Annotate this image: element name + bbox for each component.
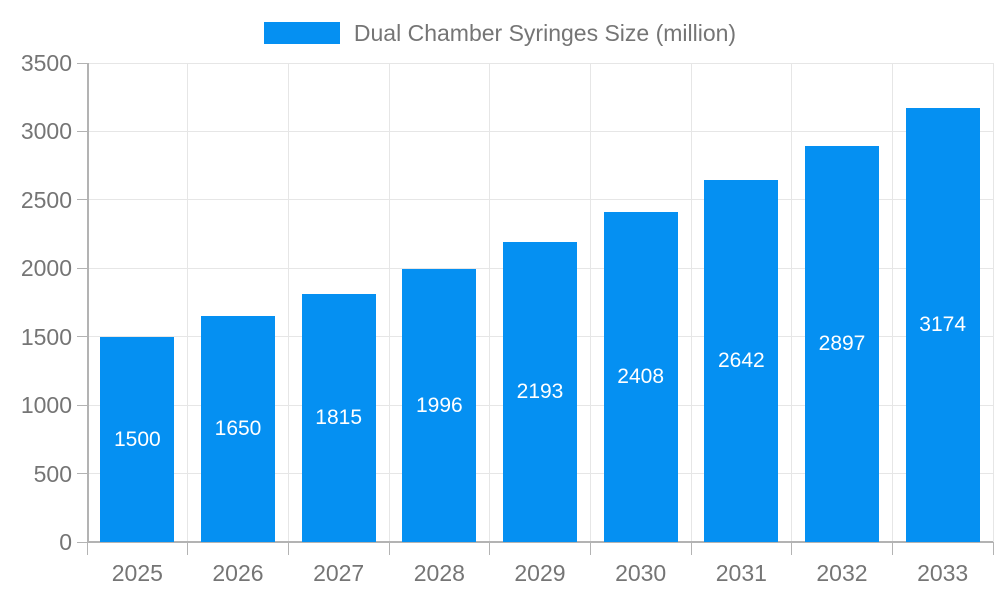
bar-2027[interactable]: 1815 [301, 294, 376, 542]
gridline-x-boundary-4 [489, 63, 491, 542]
bar-value-label: 2408 [617, 365, 665, 388]
y-tick [77, 404, 87, 406]
x-tick [86, 542, 88, 555]
y-tick [77, 62, 87, 64]
gridline-x-boundary-8 [891, 63, 893, 542]
gridline-x-boundary-3 [388, 63, 390, 542]
gridline-x-boundary-9 [992, 63, 994, 542]
x-tick [187, 542, 189, 555]
x-tick [690, 542, 692, 555]
bar-2028[interactable]: 1996 [402, 269, 477, 542]
gridline-y-3500 [87, 62, 993, 64]
bar-2029[interactable]: 2193 [503, 242, 577, 542]
y-axis-label-2000: 2000 [20, 255, 72, 282]
x-tick [287, 542, 289, 555]
bar-value-label: 3174 [919, 313, 967, 336]
y-tick [77, 130, 87, 132]
x-tick [589, 542, 591, 555]
x-axis-label-2028: 2028 [413, 560, 465, 586]
x-axis-label-2031: 2031 [715, 560, 767, 586]
bar-value-label: 1815 [315, 406, 363, 429]
x-tick [992, 542, 994, 555]
y-axis-label-1500: 1500 [20, 323, 72, 350]
bar-value-label: 1996 [415, 393, 463, 417]
x-axis-label-2027: 2027 [313, 560, 365, 586]
gridline-x-boundary-7 [791, 63, 793, 542]
y-tick [77, 473, 87, 475]
bar-2025[interactable]: 1500 [100, 337, 175, 542]
y-axis-line [87, 63, 89, 542]
x-axis-label-2032: 2032 [816, 560, 868, 586]
x-axis-label-2025: 2025 [111, 560, 163, 586]
y-axis-label-0: 0 [59, 529, 72, 555]
bar-value-label: 2642 [717, 349, 765, 372]
x-tick [791, 542, 793, 555]
x-axis-label-2033: 2033 [917, 560, 969, 586]
gridline-x-boundary-1 [187, 63, 189, 542]
x-tick [891, 542, 893, 555]
y-tick [77, 336, 87, 338]
y-axis-label-3000: 3000 [20, 118, 72, 145]
bar-value-label: 1500 [113, 427, 161, 451]
y-axis-label-3500: 3500 [20, 50, 72, 76]
y-tick [77, 267, 87, 269]
x-tick [388, 542, 390, 555]
bar-2030[interactable]: 2408 [603, 212, 678, 542]
bar-value-label: 2193 [516, 380, 564, 403]
gridline-x-boundary-6 [690, 63, 692, 542]
x-axis-label-2026: 2026 [212, 560, 264, 586]
x-tick [489, 542, 491, 555]
gridline-y-2500 [87, 199, 993, 201]
y-tick [77, 199, 87, 201]
y-tick [77, 541, 87, 543]
y-axis-label-2500: 2500 [20, 186, 72, 213]
bar-value-label: 1650 [214, 417, 262, 440]
bar-value-label: 2897 [818, 332, 866, 355]
bar-2031[interactable]: 2642 [704, 180, 779, 542]
y-axis-label-500: 500 [33, 460, 72, 487]
bar-2032[interactable]: 2897 [805, 146, 879, 542]
plot-area: 1500 1650 1815 1996 2193 2408 2642 2897 3174 [87, 62, 994, 543]
gridline-x-boundary-5 [589, 63, 591, 542]
x-axis-label-2029: 2029 [514, 560, 566, 586]
legend-label: Dual Chamber Syringes Size (million) [353, 20, 737, 46]
legend[interactable]: Dual Chamber Syringes Size (million) [0, 20, 1000, 46]
bar-2033[interactable]: 3174 [905, 108, 980, 542]
y-axis-label-1000: 1000 [20, 392, 72, 419]
x-axis-line [87, 541, 993, 543]
bar-2026[interactable]: 1650 [201, 316, 275, 542]
legend-swatch [263, 22, 340, 44]
x-axis-label-2030: 2030 [615, 560, 667, 586]
gridline-x-boundary-2 [287, 63, 289, 542]
gridline-y-3000 [87, 130, 993, 132]
